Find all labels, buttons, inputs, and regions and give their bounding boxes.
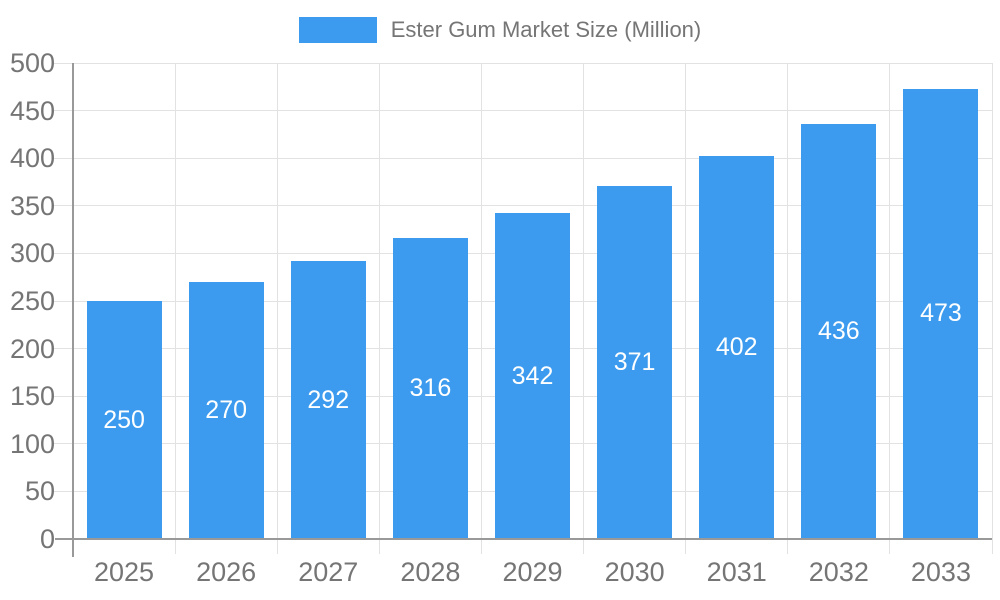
x-axis-label-2025: 2025: [94, 557, 155, 587]
y-axis-tick: [53, 205, 72, 207]
y-axis-tick: [53, 490, 72, 492]
v-gridline: [787, 63, 789, 554]
x-axis-label-2027: 2027: [298, 557, 359, 587]
v-gridline: [685, 63, 687, 554]
bar-value-label: 250: [103, 405, 145, 434]
y-axis-line: [72, 63, 74, 557]
bar-value-label: 342: [511, 361, 554, 390]
x-axis-label-2026: 2026: [196, 557, 257, 587]
plot-area: 250 270 292 316 342 371 402 436 473: [53, 62, 993, 554]
y-axis-label-500: 500: [9, 48, 55, 78]
x-axis-label-2028: 2028: [400, 557, 461, 587]
x-axis-label-2030: 2030: [604, 557, 665, 587]
bar-value-label: 402: [715, 333, 758, 362]
bar-value-label: 436: [817, 316, 860, 345]
v-gridline: [378, 63, 380, 554]
y-axis-label-50: 50: [24, 476, 55, 507]
y-axis-label-400: 400: [9, 143, 55, 174]
h-gridline: [73, 205, 992, 207]
v-gridline: [889, 63, 891, 554]
y-axis-label-0: 0: [39, 524, 55, 554]
v-gridline: [991, 63, 993, 554]
bar-2030[interactable]: 371: [597, 185, 673, 539]
v-gridline: [276, 63, 278, 554]
legend[interactable]: Ester Gum Market Size (Million): [0, 17, 1000, 43]
legend-label: Ester Gum Market Size (Million): [390, 17, 702, 42]
h-gridline: [73, 62, 992, 64]
y-axis-tick: [53, 62, 72, 64]
y-axis-label-300: 300: [9, 238, 55, 269]
v-gridline: [583, 63, 585, 554]
bar-value-label: 292: [307, 385, 350, 414]
y-axis-tick: [53, 252, 72, 254]
y-axis-label-350: 350: [9, 190, 55, 221]
y-axis-label-250: 250: [9, 286, 55, 316]
bar-2032[interactable]: 436: [801, 123, 877, 539]
x-axis-label-2031: 2031: [706, 557, 767, 587]
y-axis-tick: [53, 395, 72, 397]
x-axis-line: [55, 538, 992, 540]
x-axis-label-2032: 2032: [808, 557, 869, 587]
bar-value-label: 473: [920, 299, 962, 328]
x-axis-label-2033: 2033: [910, 557, 971, 587]
bar-2031[interactable]: 402: [699, 156, 775, 539]
bar-2029[interactable]: 342: [495, 213, 570, 539]
y-axis-label-450: 450: [9, 95, 55, 126]
h-gridline: [73, 157, 992, 159]
legend-swatch-icon: [298, 17, 377, 43]
bar-2027[interactable]: 292: [290, 261, 366, 539]
x-axis-label-2029: 2029: [502, 557, 563, 587]
y-axis-tick: [53, 443, 72, 445]
bar-value-label: 316: [409, 374, 452, 403]
v-gridline: [174, 63, 176, 554]
y-axis-label-150: 150: [9, 381, 55, 412]
bar-value-label: 270: [205, 395, 248, 424]
bar-2026[interactable]: 270: [188, 281, 264, 539]
y-axis-tick: [53, 110, 72, 112]
y-axis-tick: [53, 300, 72, 302]
v-gridline: [480, 63, 482, 554]
bar-2025[interactable]: 250: [86, 301, 162, 539]
h-gridline: [73, 110, 992, 112]
bar-2028[interactable]: 316: [392, 238, 468, 539]
y-axis-tick: [53, 157, 72, 159]
bar-2033[interactable]: 473: [903, 88, 979, 539]
y-axis-label-200: 200: [9, 333, 55, 364]
bar-value-label: 371: [613, 347, 656, 376]
y-axis-label-100: 100: [9, 428, 55, 459]
y-axis-tick: [53, 348, 72, 350]
